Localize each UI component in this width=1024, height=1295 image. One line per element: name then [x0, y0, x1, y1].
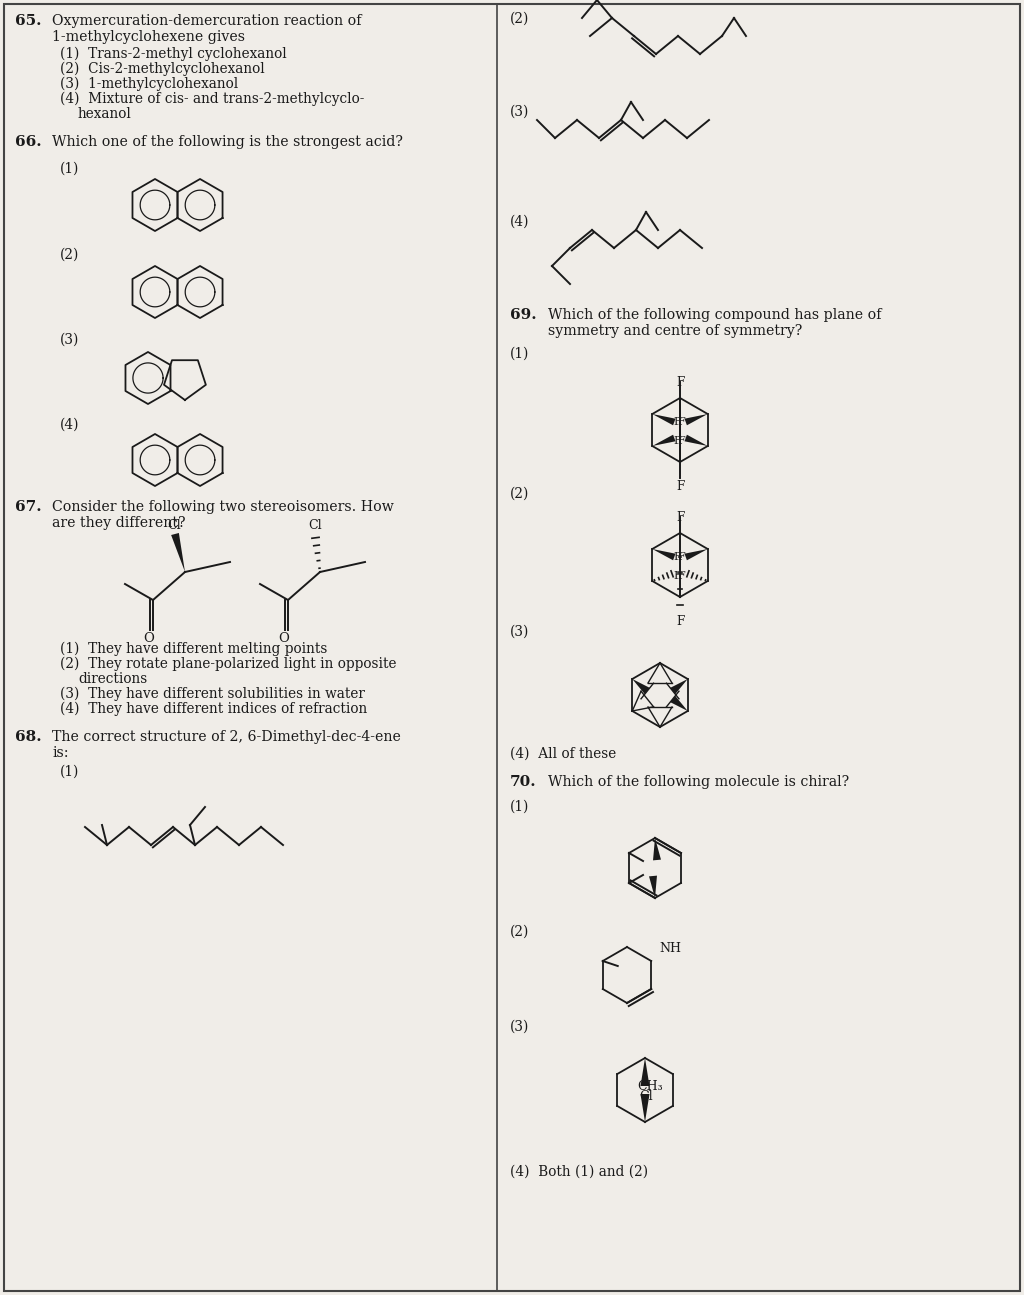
Text: CH₃: CH₃	[637, 1080, 663, 1093]
Text: symmetry and centre of symmetry?: symmetry and centre of symmetry?	[548, 324, 802, 338]
Text: (4)  They have different indices of refraction: (4) They have different indices of refra…	[60, 702, 368, 716]
Text: Consider the following two stereoisomers. How: Consider the following two stereoisomers…	[52, 500, 394, 514]
Text: Which one of the following is the strongest acid?: Which one of the following is the strong…	[52, 135, 402, 149]
Polygon shape	[171, 534, 185, 572]
Text: 69.: 69.	[510, 308, 537, 322]
Polygon shape	[671, 679, 688, 694]
Text: Which of the following molecule is chiral?: Which of the following molecule is chira…	[548, 774, 849, 789]
Text: F: F	[677, 571, 685, 581]
Text: F: F	[676, 480, 684, 493]
Polygon shape	[632, 679, 650, 694]
Text: (1): (1)	[510, 800, 529, 815]
Text: O: O	[143, 632, 154, 645]
Polygon shape	[652, 435, 676, 445]
Text: (1): (1)	[510, 347, 529, 361]
Text: (1)  Trans-2-methyl cyclohexanol: (1) Trans-2-methyl cyclohexanol	[60, 47, 287, 61]
Text: F: F	[677, 552, 685, 562]
Text: F: F	[674, 571, 681, 581]
Text: Cl: Cl	[639, 1090, 652, 1103]
Text: (3): (3)	[510, 625, 529, 638]
Text: (4)  Both (1) and (2): (4) Both (1) and (2)	[510, 1166, 648, 1178]
Text: (2)  They rotate plane-polarized light in opposite: (2) They rotate plane-polarized light in…	[60, 657, 396, 671]
Text: F: F	[676, 512, 684, 524]
Text: (2): (2)	[510, 487, 529, 501]
Text: (3)  They have different solubilities in water: (3) They have different solubilities in …	[60, 688, 365, 702]
Polygon shape	[671, 695, 688, 711]
Text: Which of the following compound has plane of: Which of the following compound has plan…	[548, 308, 882, 322]
Text: 70.: 70.	[510, 774, 537, 789]
Text: F: F	[674, 552, 681, 562]
Text: Cl: Cl	[167, 519, 180, 532]
FancyBboxPatch shape	[4, 4, 1020, 1291]
Text: 68.: 68.	[15, 730, 42, 745]
Text: (4)  All of these: (4) All of these	[510, 747, 616, 761]
Text: F: F	[674, 436, 681, 445]
Text: (4): (4)	[60, 418, 80, 433]
Polygon shape	[652, 549, 676, 561]
Text: (1): (1)	[60, 162, 80, 176]
Text: (1)  They have different melting points: (1) They have different melting points	[60, 642, 328, 657]
Text: (4): (4)	[510, 215, 529, 229]
Polygon shape	[652, 414, 676, 425]
Text: (4)  Mixture of cis- and trans-2-methylcyclo-: (4) Mixture of cis- and trans-2-methylcy…	[60, 92, 365, 106]
Text: The correct structure of 2, 6-Dimethyl-dec-4-ene: The correct structure of 2, 6-Dimethyl-d…	[52, 730, 400, 745]
Text: (2): (2)	[60, 249, 80, 262]
Text: F: F	[674, 417, 681, 427]
Text: (3): (3)	[510, 105, 529, 119]
Polygon shape	[684, 414, 708, 425]
Text: (3)  1-methylcyclohexanol: (3) 1-methylcyclohexanol	[60, 76, 239, 92]
Polygon shape	[684, 549, 708, 561]
Text: F: F	[677, 417, 685, 427]
Text: 66.: 66.	[15, 135, 42, 149]
Text: (2): (2)	[510, 925, 529, 939]
Text: F: F	[676, 376, 684, 388]
Text: directions: directions	[78, 672, 147, 686]
Text: Cl: Cl	[308, 519, 322, 532]
Polygon shape	[649, 875, 657, 897]
Text: 67.: 67.	[15, 500, 42, 514]
Text: F: F	[676, 615, 684, 628]
Polygon shape	[640, 1094, 649, 1121]
Text: 65.: 65.	[15, 14, 42, 28]
Text: (3): (3)	[60, 333, 80, 347]
Polygon shape	[640, 1058, 649, 1087]
Text: (3): (3)	[510, 1020, 529, 1033]
Polygon shape	[684, 435, 708, 445]
Text: (1): (1)	[60, 765, 80, 780]
Text: (2)  Cis-2-methylcyclohexanol: (2) Cis-2-methylcyclohexanol	[60, 62, 265, 76]
Text: is:: is:	[52, 746, 69, 760]
Text: NH: NH	[659, 941, 681, 954]
Text: O: O	[278, 632, 289, 645]
Text: Oxymercuration-demercuration reaction of: Oxymercuration-demercuration reaction of	[52, 14, 361, 28]
Polygon shape	[653, 838, 660, 860]
Text: (2): (2)	[510, 12, 529, 26]
Text: are they different?: are they different?	[52, 515, 185, 530]
Text: F: F	[677, 436, 685, 445]
Text: hexanol: hexanol	[78, 107, 132, 120]
Text: 1-methylcyclohexene gives: 1-methylcyclohexene gives	[52, 30, 245, 44]
